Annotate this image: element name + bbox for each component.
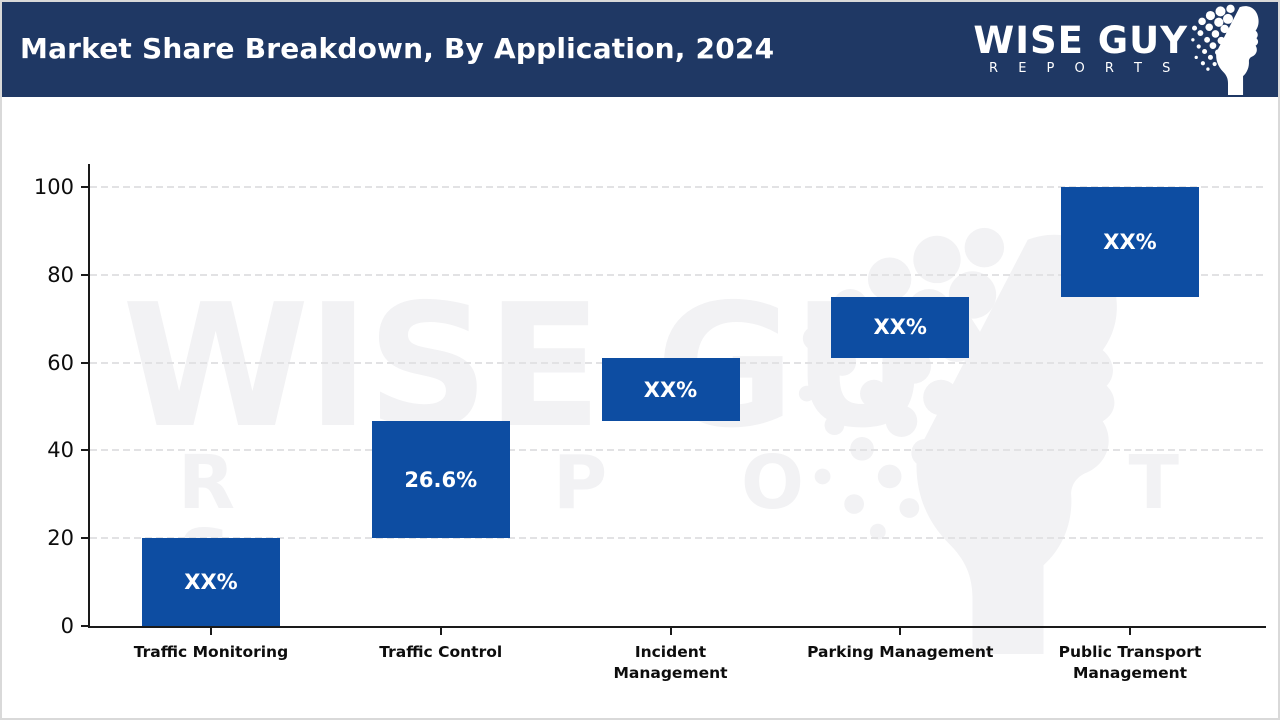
bar-value-label: XX% (184, 570, 238, 595)
bar-segment: XX% (1061, 186, 1199, 297)
x-category-label: Incident Management (613, 643, 728, 682)
bar-value-label: XX% (1103, 229, 1157, 254)
x-tick-mark (899, 626, 902, 635)
y-tick-mark (81, 185, 90, 188)
header: Market Share Breakdown, By Application, … (0, 0, 1280, 97)
y-tick-label: 40 (47, 438, 74, 463)
x-tick-mark (1129, 626, 1131, 635)
bar-segment: XX% (601, 358, 740, 422)
brand-logo-text: WISE GUY R E P O R T S (973, 22, 1188, 75)
plot-area: 0 20 40 60 80 100 XX% Traffic Monitoring 26.6% Tr… (34, 164, 1266, 682)
y-tick-mark (81, 361, 90, 364)
y-tick-label: 20 (47, 526, 74, 551)
y-tick-mark (81, 273, 90, 276)
bar-value-label: XX% (643, 377, 698, 402)
y-tick-label: 80 (47, 262, 74, 287)
gridline (90, 185, 1266, 188)
brand-subname: R E P O R T S (989, 61, 1179, 76)
dotted-head-icon (1191, 4, 1259, 95)
x-category-label: Public Transport Management (1058, 643, 1202, 682)
bar-segment: XX% (142, 538, 280, 626)
x-tick-mark (669, 626, 672, 635)
y-tick-label: 100 (33, 174, 74, 199)
gridline (90, 537, 1266, 540)
y-tick-mark (81, 449, 90, 452)
brand-logo: WISE GUY R E P O R T S (973, 3, 1274, 95)
y-tick-label: 0 (60, 614, 74, 638)
brand-name: WISE GUY (973, 19, 1188, 62)
x-category-label: Traffic Control (379, 643, 503, 661)
bar-segment: 26.6% (371, 421, 510, 539)
y-tick-mark (81, 537, 90, 540)
gridline (90, 273, 1266, 276)
y-tick-mark (81, 625, 90, 627)
x-category-label: Parking Management (807, 643, 994, 661)
x-tick-mark (210, 626, 212, 635)
y-tick-label: 60 (47, 350, 74, 375)
bar-value-label: 26.6% (404, 467, 478, 492)
x-tick-mark (439, 626, 442, 635)
bar-value-label: XX% (873, 315, 927, 340)
bar-segment: XX% (831, 296, 970, 359)
gridline (90, 449, 1266, 452)
chart-title: Market Share Breakdown, By Application, … (20, 32, 775, 65)
x-category-label: Traffic Monitoring (133, 643, 289, 661)
